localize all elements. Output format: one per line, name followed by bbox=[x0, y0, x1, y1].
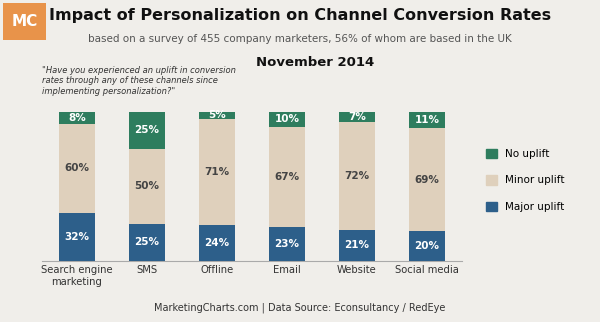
Text: 71%: 71% bbox=[205, 167, 230, 177]
Bar bbox=[269, 227, 305, 261]
Text: 10%: 10% bbox=[275, 114, 299, 124]
Text: 32%: 32% bbox=[65, 232, 89, 242]
Bar bbox=[59, 124, 95, 213]
Text: "Have you experienced an uplift in conversion
rates through any of these channel: "Have you experienced an uplift in conve… bbox=[42, 66, 236, 96]
Text: 69%: 69% bbox=[415, 175, 439, 185]
Text: 5%: 5% bbox=[208, 110, 226, 120]
Bar bbox=[199, 225, 235, 261]
Bar bbox=[339, 230, 375, 261]
Text: 72%: 72% bbox=[344, 171, 370, 181]
Bar bbox=[339, 122, 375, 230]
Text: 25%: 25% bbox=[134, 237, 160, 247]
Bar bbox=[129, 112, 165, 149]
Text: Impact of Personalization on Channel Conversion Rates: Impact of Personalization on Channel Con… bbox=[49, 8, 551, 23]
Text: 11%: 11% bbox=[415, 115, 439, 125]
Bar bbox=[269, 112, 305, 127]
Text: November 2014: November 2014 bbox=[256, 56, 374, 69]
Text: based on a survey of 455 company marketers, 56% of whom are based in the UK: based on a survey of 455 company markete… bbox=[88, 34, 512, 44]
Bar bbox=[129, 223, 165, 261]
Text: MC: MC bbox=[11, 14, 38, 29]
Bar bbox=[339, 112, 375, 122]
Text: MarketingCharts.com | Data Source: Econsultancy / RedEye: MarketingCharts.com | Data Source: Econs… bbox=[154, 302, 446, 313]
Text: 60%: 60% bbox=[65, 163, 89, 173]
Bar bbox=[129, 149, 165, 223]
Bar bbox=[59, 112, 95, 124]
Legend: No uplift, Minor uplift, Major uplift: No uplift, Minor uplift, Major uplift bbox=[484, 147, 566, 214]
Bar bbox=[269, 127, 305, 227]
Text: 67%: 67% bbox=[274, 172, 299, 182]
Bar bbox=[199, 119, 235, 225]
Text: 7%: 7% bbox=[348, 112, 366, 122]
Bar bbox=[199, 112, 235, 119]
Text: 20%: 20% bbox=[415, 241, 439, 251]
Bar bbox=[409, 112, 445, 128]
Text: 24%: 24% bbox=[205, 238, 230, 248]
Text: 8%: 8% bbox=[68, 113, 86, 123]
Text: 21%: 21% bbox=[344, 240, 370, 250]
Bar bbox=[409, 231, 445, 261]
Bar bbox=[59, 213, 95, 261]
Text: 25%: 25% bbox=[134, 125, 160, 135]
Text: 23%: 23% bbox=[275, 239, 299, 249]
Bar bbox=[409, 128, 445, 231]
Text: 50%: 50% bbox=[134, 181, 160, 191]
